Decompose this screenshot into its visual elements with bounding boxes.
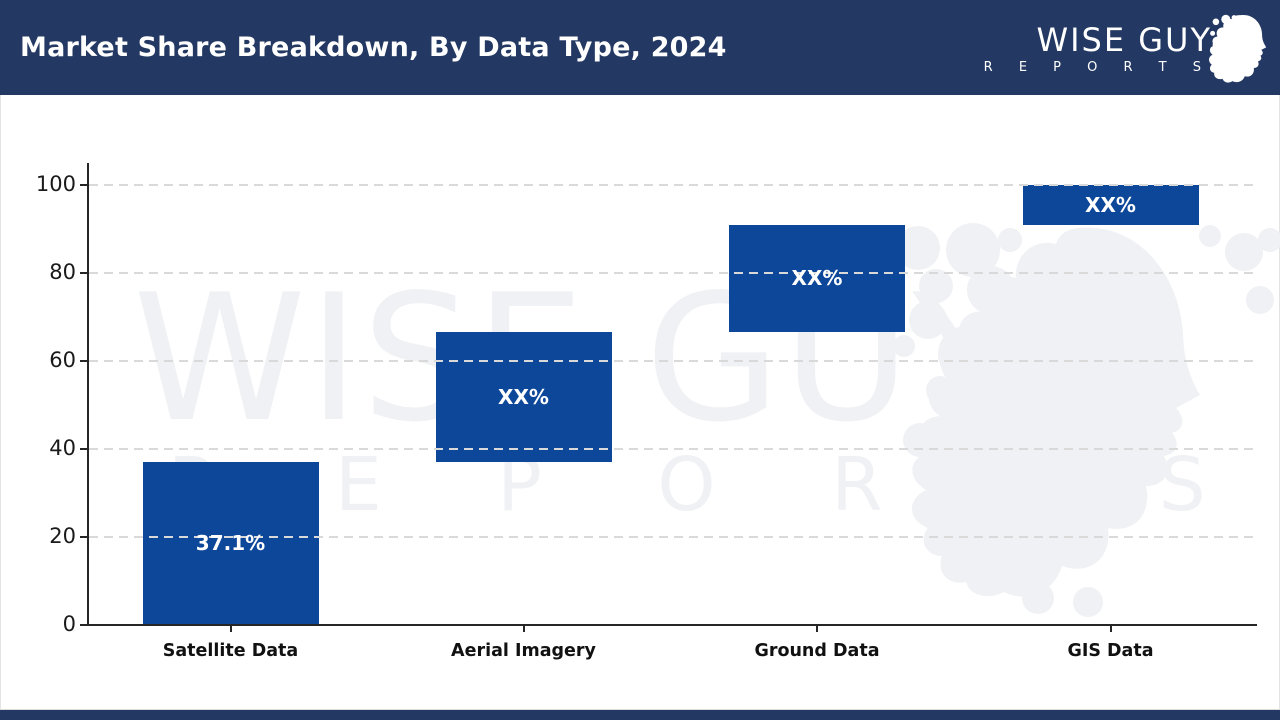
wise-guy-logo: WISE GUY R E P O R T S (984, 10, 1272, 88)
plot-area (0, 95, 1280, 710)
logo-wordmark: WISE GUY (1036, 20, 1212, 59)
logo-subtext: R E P O R T S (983, 59, 1212, 75)
page-title: Market Share Breakdown, By Data Type, 20… (20, 32, 727, 63)
logo-head-icon (1209, 14, 1267, 83)
header-bar: Market Share Breakdown, By Data Type, 20… (0, 0, 1280, 95)
logo-text: WISE GUY R E P O R T S (984, 24, 1212, 75)
footer-bar (0, 710, 1280, 720)
